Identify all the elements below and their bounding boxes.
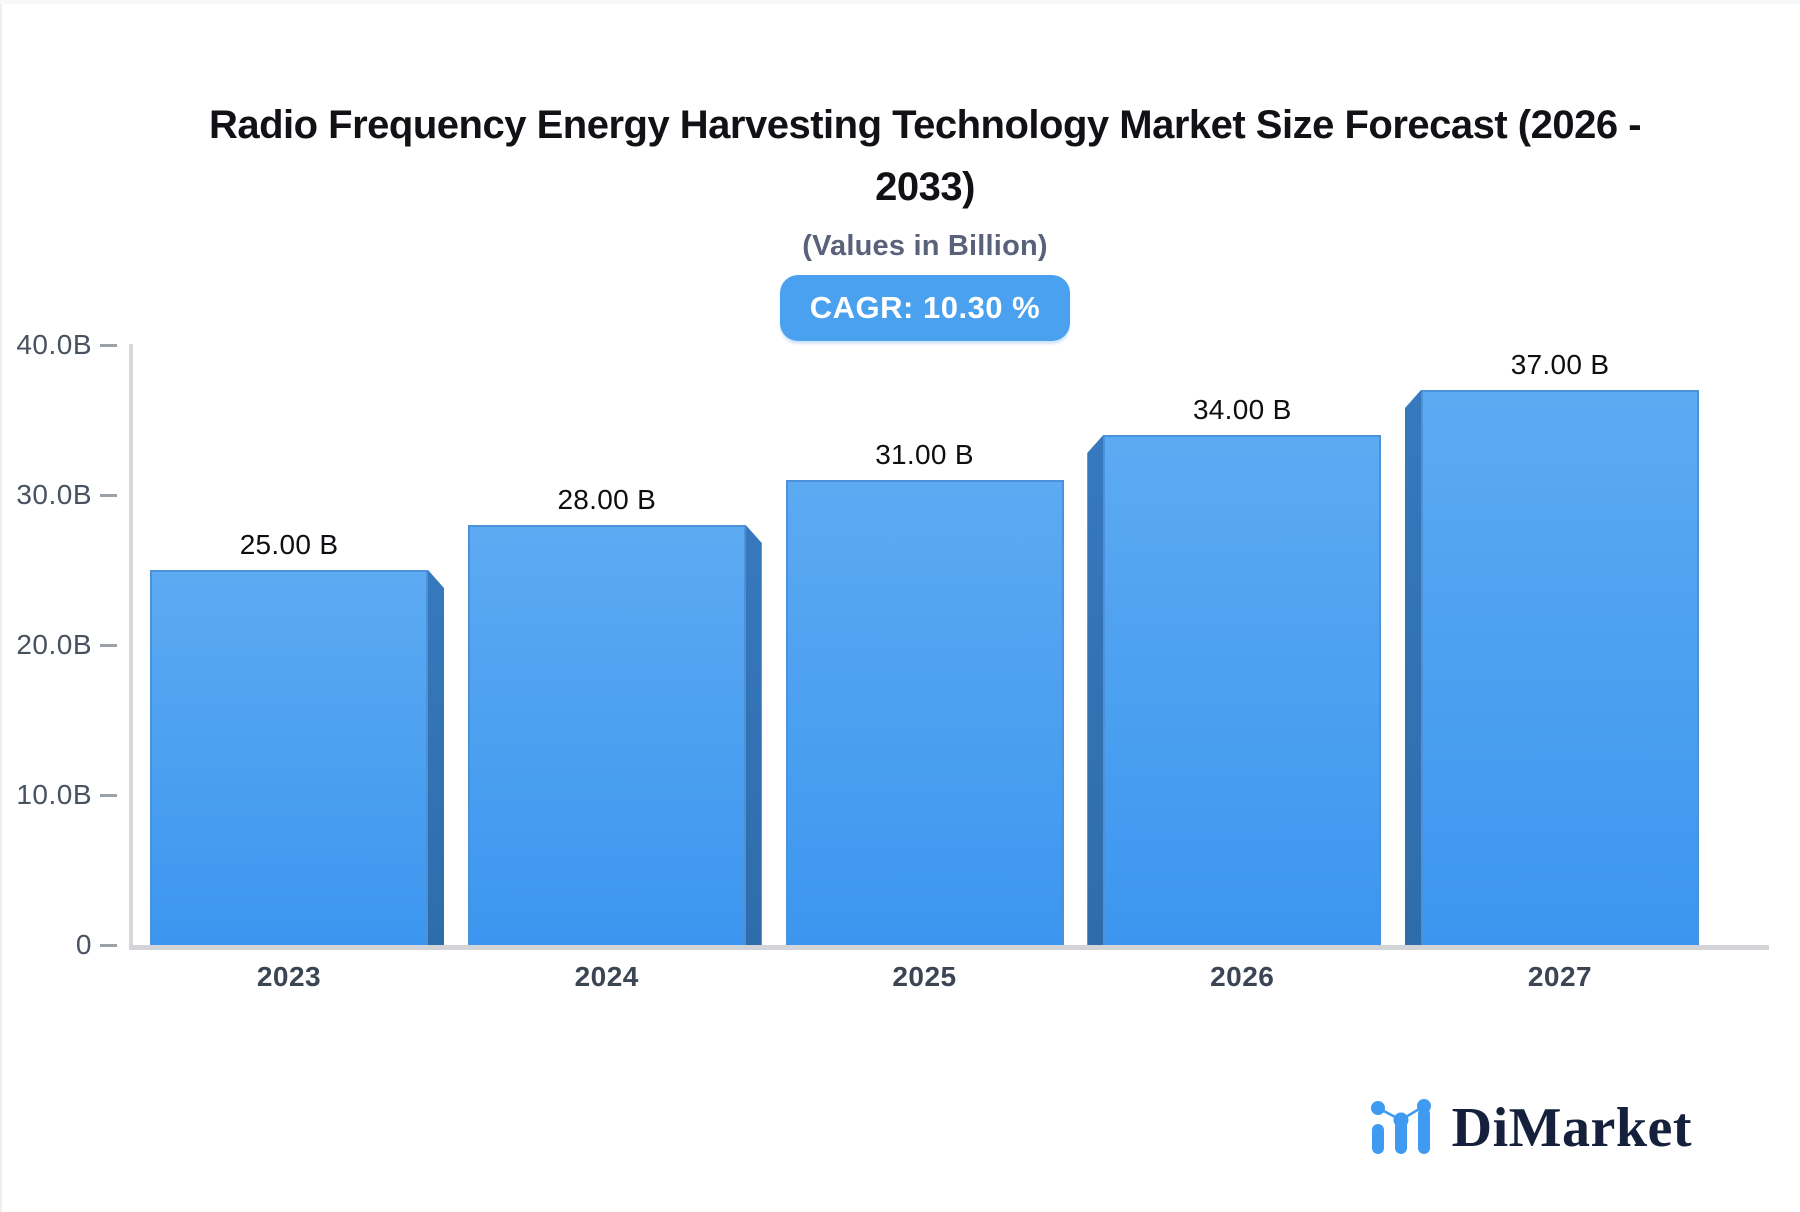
bar-2024[interactable] — [467, 525, 746, 945]
bar-value-label: 31.00 B — [875, 439, 974, 470]
y-axis-line — [129, 344, 133, 949]
x-axis-label: 2026 — [1210, 961, 1275, 992]
x-axis-label: 2024 — [574, 961, 639, 992]
page-left-border — [0, 4, 2, 1212]
bar-value-label: 25.00 B — [239, 529, 339, 560]
y-axis-tick — [100, 944, 117, 947]
x-axis-label: 2025 — [892, 961, 957, 992]
bar-2023-side — [428, 570, 444, 945]
bar-2023[interactable] — [150, 570, 428, 945]
y-axis-tick-label: 10.0B — [16, 779, 92, 810]
x-axis-label: 2027 — [1527, 961, 1593, 992]
y-axis-tick-label: 20.0B — [16, 629, 92, 660]
bar-2025[interactable] — [785, 480, 1064, 945]
bar-2026-side — [1087, 435, 1104, 945]
chart-header: Radio Frequency Energy Harvesting Techno… — [50, 94, 1800, 341]
dimarket-logo-icon — [1370, 1099, 1431, 1154]
chart-title-line-1: Radio Frequency Energy Harvesting Techno… — [208, 103, 1642, 147]
y-axis-tick-label: 40.0B — [16, 329, 92, 360]
bar-2026[interactable] — [1103, 435, 1382, 945]
chart-subtitle: (Values in Billion) — [802, 230, 1048, 262]
bar-2027[interactable] — [1421, 390, 1699, 945]
bar-2027-side — [1405, 390, 1421, 945]
brand-footer: DiMarket — [1368, 1090, 1692, 1166]
bar-2024-side — [745, 525, 762, 945]
bar-value-label: 28.00 B — [557, 484, 657, 515]
brand-name: DiMarket — [1451, 1097, 1692, 1159]
y-axis-tick-label: 30.0B — [16, 479, 92, 510]
y-axis-tick — [100, 644, 117, 647]
x-axis-baseline — [129, 945, 1769, 950]
bar-value-label: 34.00 B — [1192, 394, 1292, 425]
y-axis-tick — [100, 344, 117, 347]
x-axis-label: 2023 — [256, 961, 322, 992]
bar-value-label: 37.00 B — [1510, 349, 1610, 380]
cagr-badge: CAGR: 10.30 % — [779, 275, 1071, 341]
chart-title-line-2: 2033) — [875, 165, 975, 209]
y-axis-tick — [100, 794, 117, 797]
y-axis-tick — [100, 494, 117, 497]
y-axis-tick-label: 0 — [75, 929, 92, 960]
